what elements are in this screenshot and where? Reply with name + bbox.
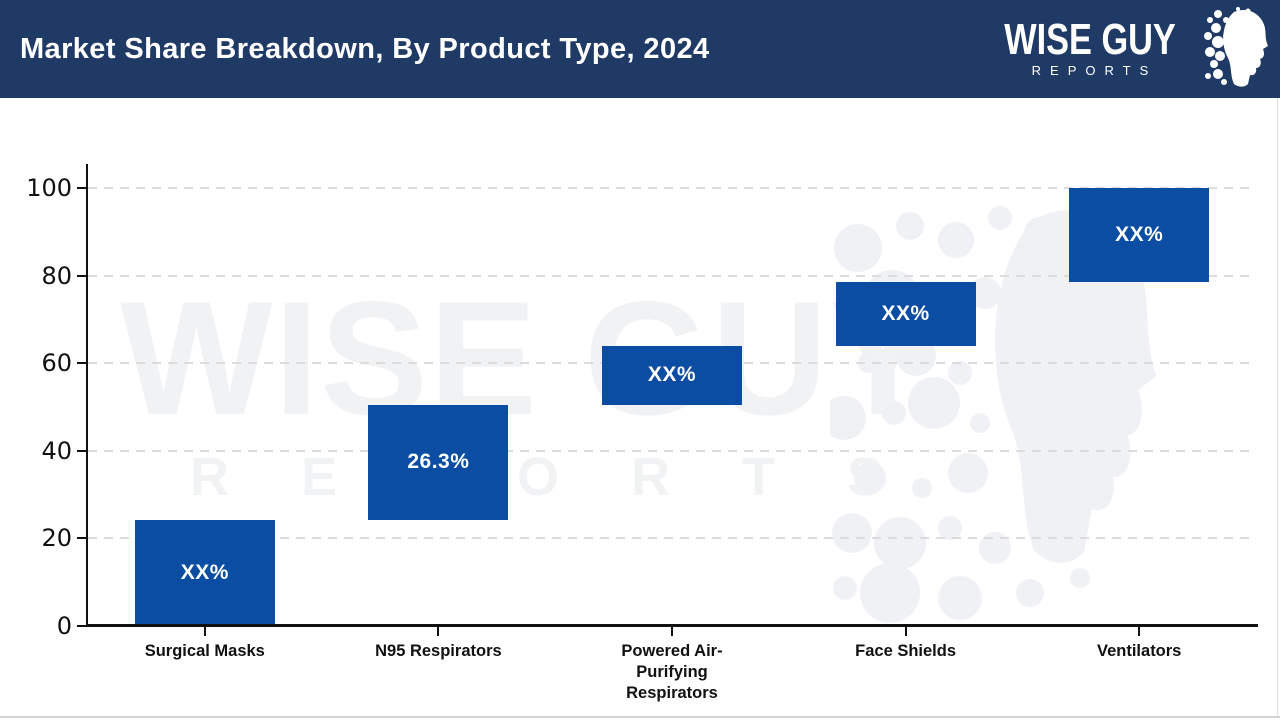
y-axis-tick [77, 449, 88, 452]
x-axis-tick [437, 627, 440, 636]
logo-dotted-head-icon [1204, 7, 1268, 87]
y-axis-tick [77, 537, 88, 540]
y-axis-tick [77, 274, 88, 277]
header-bar: Market Share Breakdown, By Product Type,… [0, 0, 1280, 98]
y-axis-tick-label: 60 [41, 349, 72, 378]
bar-5: XX% [1069, 188, 1210, 283]
gridline-80 [88, 274, 1256, 277]
gridline-40 [88, 449, 1256, 452]
watermark-logo-reports: REPORTS [190, 447, 956, 507]
y-axis-tick-label: 40 [41, 436, 72, 465]
gridline-20 [88, 537, 1256, 540]
right-border-line [1277, 98, 1278, 716]
bar-3: XX% [602, 346, 742, 405]
watermark-logo-name: WISE GUY [120, 268, 939, 449]
y-axis-line [86, 164, 88, 627]
bar-value-label: XX% [881, 302, 930, 326]
bar-value-label: XX% [1115, 223, 1164, 247]
bar-2: 26.3% [368, 404, 509, 520]
y-axis-tick-label: 100 [26, 174, 72, 202]
x-category-label: Face Shields [855, 642, 957, 660]
logo-reports-text: REPORTS [1031, 63, 1158, 78]
bar-value-label: XX% [647, 363, 697, 387]
x-axis-tick [904, 627, 907, 636]
x-category-label: Powered Air-Purifying Respirators [621, 642, 723, 702]
x-axis-tick [671, 627, 673, 636]
x-axis-tick [1138, 627, 1141, 636]
bar-value-label: XX% [180, 560, 229, 584]
watermark-dotted-head-graphic [830, 198, 1168, 623]
bar-4: XX% [835, 282, 976, 347]
page-title: Market Share Breakdown, By Product Type,… [20, 32, 710, 65]
x-axis-line [86, 624, 1258, 627]
bar-1: XX% [134, 520, 275, 626]
wise-guy-reports-logo: WISE GUY REPORTS [980, 6, 1270, 90]
gridline-100 [88, 187, 1256, 189]
x-axis-tick [203, 627, 206, 636]
logo-text: WISE GUY REPORTS [980, 15, 1200, 79]
x-category-label: N95 Respirators [375, 642, 502, 660]
x-category-label: Surgical Masks [144, 642, 265, 660]
y-axis-tick-label: 0 [56, 612, 72, 640]
logo-name-text: WISE GUY [1004, 15, 1176, 64]
bottom-border-line [0, 716, 1280, 718]
y-axis-tick [77, 362, 88, 365]
bar-value-label: 26.3% [407, 450, 470, 474]
y-axis-tick [77, 625, 88, 627]
x-category-label: Ventilators [1097, 642, 1182, 660]
y-axis-tick-label: 80 [41, 261, 72, 290]
y-axis-tick-label: 20 [41, 524, 72, 553]
y-axis-tick [77, 187, 88, 189]
